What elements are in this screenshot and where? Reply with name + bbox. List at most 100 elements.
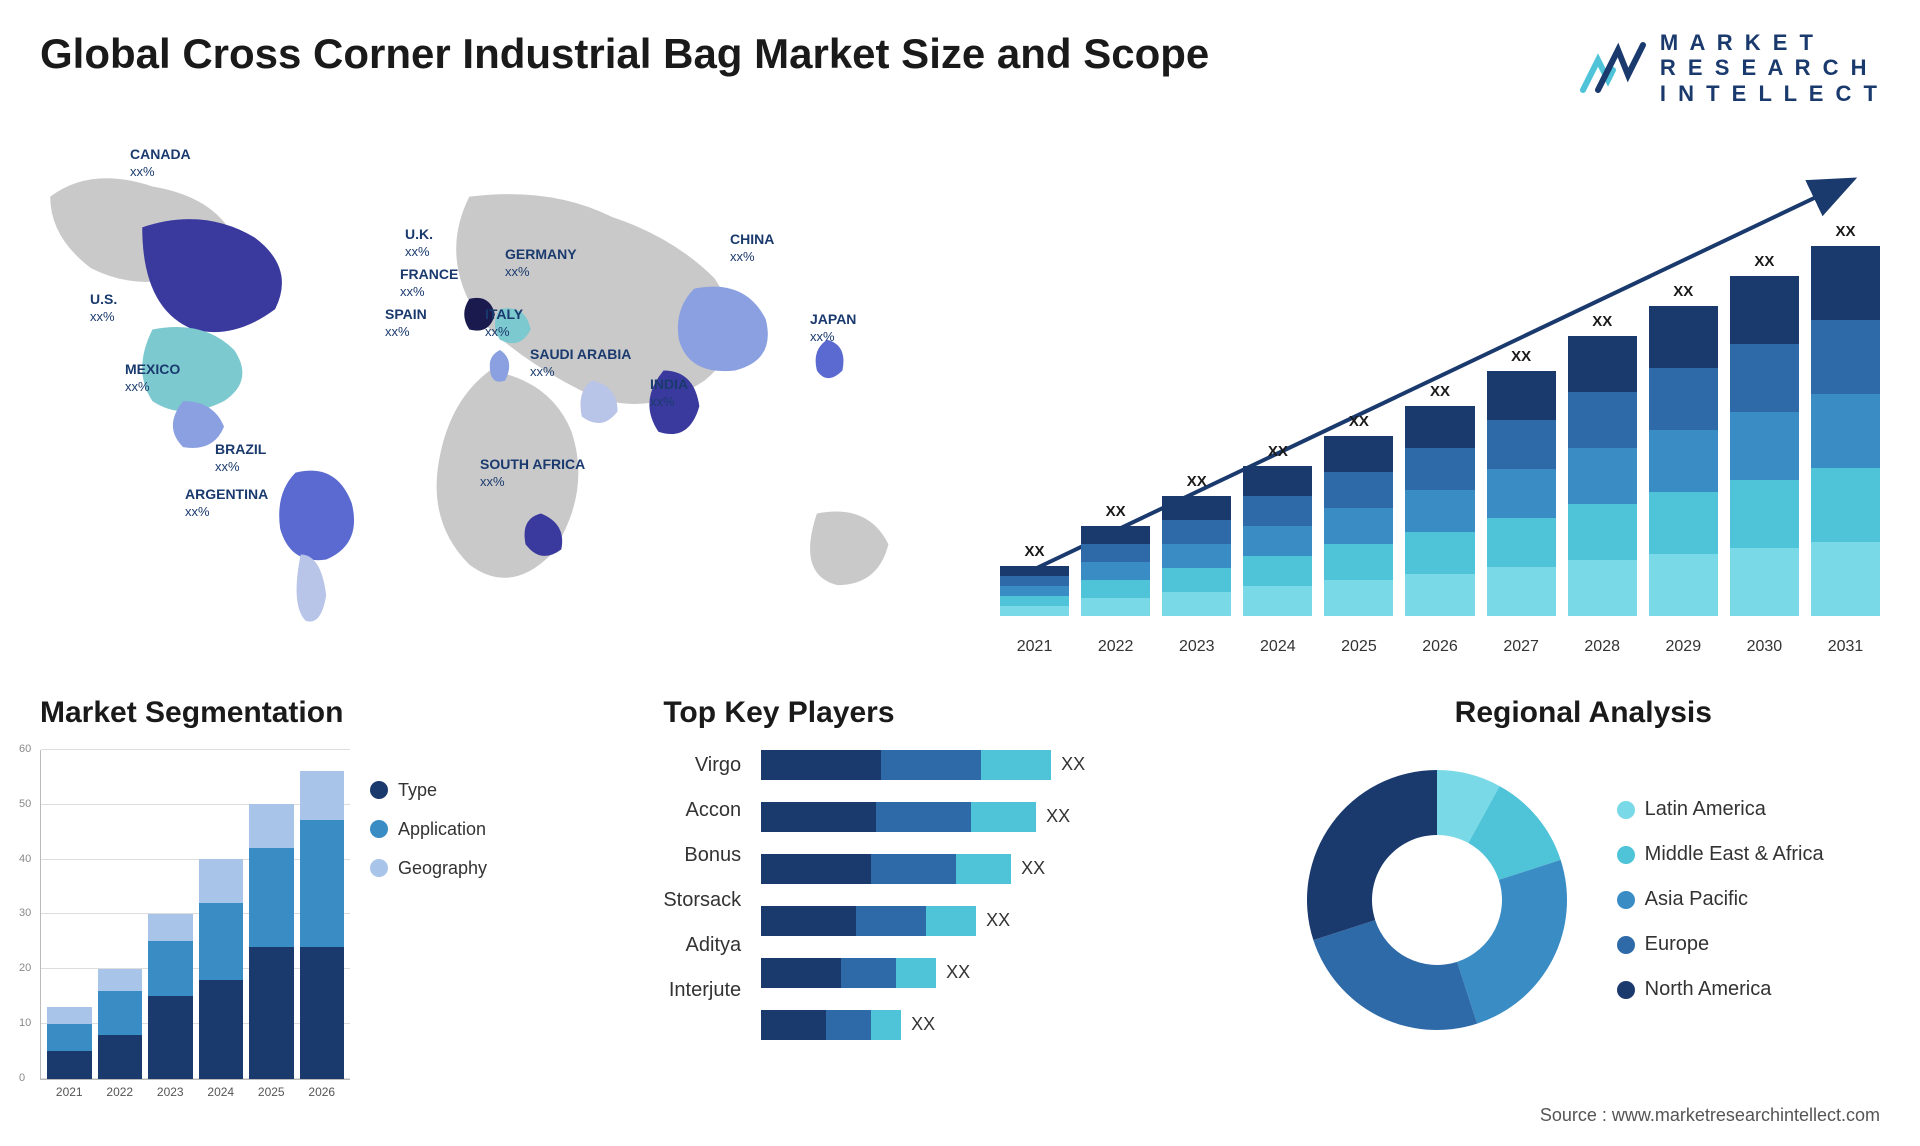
player-label: Bonus	[663, 844, 741, 867]
player-row-accon: XX	[761, 802, 1257, 832]
growth-bar-2024: XX	[1243, 443, 1312, 616]
player-value: XX	[911, 1014, 935, 1035]
player-row-storsack: XX	[761, 906, 1257, 936]
segmentation-title: Market Segmentation	[40, 696, 633, 730]
players-panel: Top Key Players VirgoAcconBonusStorsackA…	[663, 696, 1256, 1126]
map-label-spain: SPAINxx%	[385, 306, 427, 340]
growth-bar-label: XX	[1673, 283, 1693, 300]
logo-icon	[1578, 40, 1648, 95]
source-label: Source : www.marketresearchintellect.com	[1540, 1105, 1880, 1126]
players-title: Top Key Players	[663, 696, 1256, 730]
player-value: XX	[946, 962, 970, 983]
map-label-germany: GERMANYxx%	[505, 246, 577, 280]
map-label-argentina: ARGENTINAxx%	[185, 486, 268, 520]
player-value: XX	[986, 910, 1010, 931]
growth-year-label: 2028	[1568, 638, 1637, 656]
seg-bar-2022	[98, 969, 143, 1079]
growth-bar-2023: XX	[1162, 473, 1231, 616]
player-row-bonus: XX	[761, 854, 1257, 884]
seg-legend-item: Type	[370, 780, 487, 801]
player-row-aditya: XX	[761, 958, 1257, 988]
map-italy	[490, 350, 509, 382]
map-label-france: FRANCExx%	[400, 266, 458, 300]
regional-legend-item: Middle East & Africa	[1617, 843, 1824, 866]
map-label-mexico: MEXICOxx%	[125, 361, 180, 395]
regional-legend-item: Latin America	[1617, 798, 1824, 821]
map-japan	[816, 340, 844, 378]
growth-bar-label: XX	[1754, 253, 1774, 270]
page-title: Global Cross Corner Industrial Bag Marke…	[40, 30, 1209, 78]
seg-year-label: 2022	[98, 1085, 143, 1099]
map-svg	[40, 136, 960, 656]
world-map: CANADAxx%U.S.xx%MEXICOxx%BRAZILxx%ARGENT…	[40, 136, 960, 656]
player-row-virgo: XX	[761, 750, 1257, 780]
regional-legend: Latin America Middle East & Africa Asia Pa…	[1617, 798, 1824, 1001]
growth-year-label: 2029	[1649, 638, 1718, 656]
growth-year-label: 2024	[1243, 638, 1312, 656]
growth-bar-label: XX	[1106, 503, 1126, 520]
growth-bar-label: XX	[1835, 223, 1855, 240]
map-label-italy: ITALYxx%	[485, 306, 523, 340]
growth-bar-2031: XX	[1811, 223, 1880, 616]
seg-bar-2021	[47, 1007, 92, 1079]
growth-bar-2025: XX	[1324, 413, 1393, 616]
growth-bar-label: XX	[1187, 473, 1207, 490]
logo-line1: M A R K E T	[1660, 30, 1880, 55]
growth-bar-label: XX	[1268, 443, 1288, 460]
growth-bar-label: XX	[1025, 543, 1045, 560]
seg-legend-item: Geography	[370, 858, 487, 879]
growth-bar-label: XX	[1430, 383, 1450, 400]
seg-year-label: 2024	[199, 1085, 244, 1099]
growth-year-label: 2027	[1487, 638, 1556, 656]
growth-bar-2030: XX	[1730, 253, 1799, 616]
player-row-interjute: XX	[761, 1010, 1257, 1040]
growth-bar-2026: XX	[1405, 383, 1474, 616]
growth-year-label: 2031	[1811, 638, 1880, 656]
logo-line2: R E S E A R C H	[1660, 55, 1880, 80]
map-canada	[142, 219, 282, 332]
regional-legend-item: Asia Pacific	[1617, 888, 1824, 911]
map-label-saudiarabia: SAUDI ARABIAxx%	[530, 346, 631, 380]
seg-bar-2024	[199, 859, 244, 1079]
map-label-southafrica: SOUTH AFRICAxx%	[480, 456, 585, 490]
seg-year-label: 2025	[249, 1085, 294, 1099]
seg-bar-2026	[300, 771, 345, 1079]
growth-year-label: 2023	[1162, 638, 1231, 656]
logo: M A R K E T R E S E A R C H I N T E L L …	[1578, 30, 1880, 106]
player-label: Interjute	[663, 979, 741, 1002]
regional-legend-item: Europe	[1617, 933, 1824, 956]
map-label-china: CHINAxx%	[730, 231, 774, 265]
growth-chart: XXXXXXXXXXXXXXXXXXXXXX 20212022202320242…	[1000, 136, 1880, 656]
segmentation-chart: 0102030405060 202120222023202420252026	[40, 750, 350, 1080]
segmentation-legend: TypeApplicationGeography	[370, 750, 487, 1080]
seg-year-label: 2026	[300, 1085, 345, 1099]
seg-year-label: 2023	[148, 1085, 193, 1099]
map-label-uk: U.K.xx%	[405, 226, 433, 260]
growth-bar-2029: XX	[1649, 283, 1718, 616]
map-label-canada: CANADAxx%	[130, 146, 191, 180]
player-value: XX	[1021, 858, 1045, 879]
growth-bar-label: XX	[1592, 313, 1612, 330]
logo-line3: I N T E L L E C T	[1660, 81, 1880, 106]
players-chart: XX XX XX XX XX XX	[761, 750, 1257, 1040]
growth-bar-label: XX	[1511, 348, 1531, 365]
growth-bar-label: XX	[1349, 413, 1369, 430]
player-value: XX	[1046, 806, 1070, 827]
regional-panel: Regional Analysis Latin America Middle Ea…	[1287, 696, 1880, 1126]
map-china	[678, 287, 768, 371]
player-value: XX	[1061, 754, 1085, 775]
regional-legend-item: North America	[1617, 978, 1824, 1001]
growth-bar-2022: XX	[1081, 503, 1150, 616]
donut-slice-europe	[1313, 920, 1477, 1030]
growth-bar-2027: XX	[1487, 348, 1556, 616]
map-label-india: INDIAxx%	[650, 376, 688, 410]
regional-donut	[1287, 750, 1587, 1050]
map-argentina	[297, 554, 327, 621]
donut-slice-north-america	[1307, 770, 1437, 940]
regional-title: Regional Analysis	[1287, 696, 1880, 730]
map-label-us: U.S.xx%	[90, 291, 117, 325]
seg-year-label: 2021	[47, 1085, 92, 1099]
segmentation-panel: Market Segmentation 0102030405060 202120…	[40, 696, 633, 1126]
growth-year-label: 2030	[1730, 638, 1799, 656]
player-label: Accon	[663, 799, 741, 822]
